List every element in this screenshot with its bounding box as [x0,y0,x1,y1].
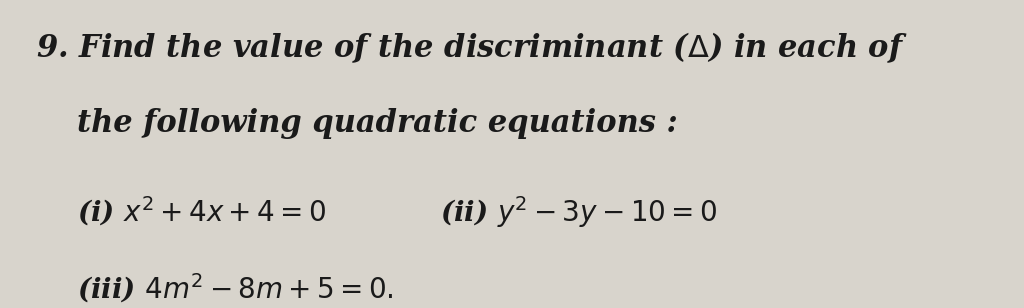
Text: 9. Find the value of the discriminant ($\Delta$) in each of: 9. Find the value of the discriminant ($… [36,31,907,65]
Text: (i) $x^2+4x+4=0$: (i) $x^2+4x+4=0$ [77,194,326,228]
Text: the following quadratic equations :: the following quadratic equations : [77,108,678,139]
Text: (ii) $y^2-3y-10=0$: (ii) $y^2-3y-10=0$ [440,194,718,230]
Text: (iii) $4m^2-8m+5=0.$: (iii) $4m^2-8m+5=0.$ [77,271,393,305]
